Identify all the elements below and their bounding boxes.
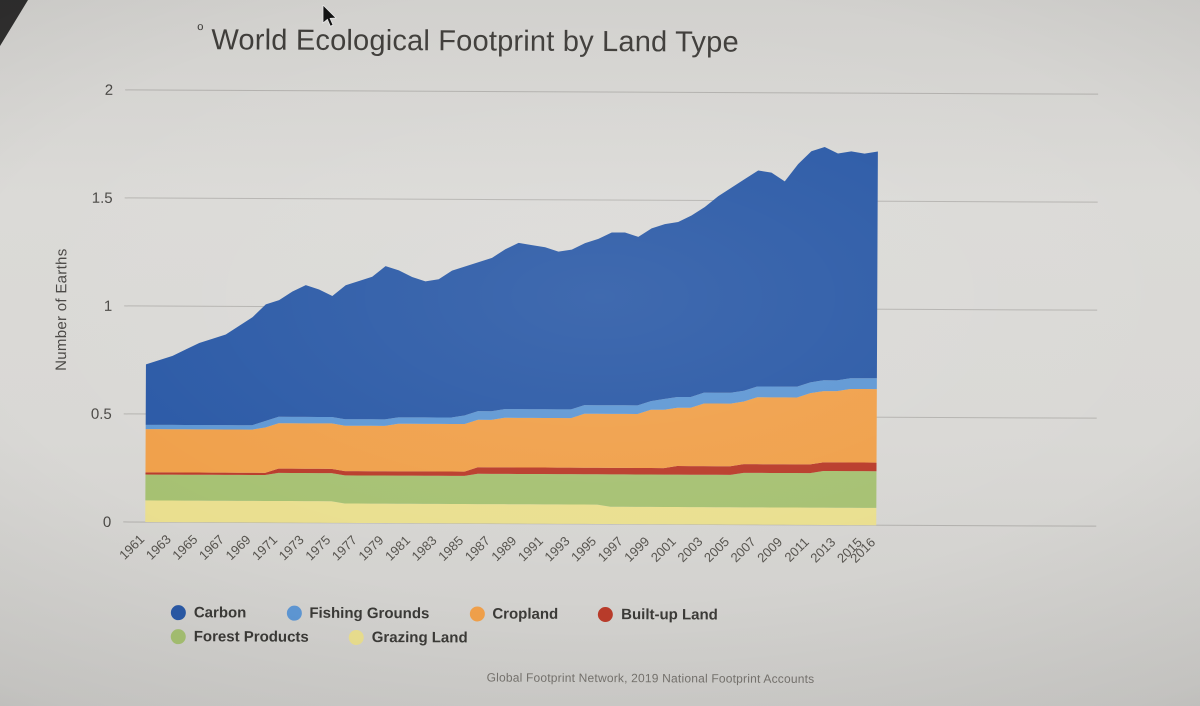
- legend-label: Forest Products: [193, 628, 309, 646]
- svg-text:1965: 1965: [169, 532, 200, 563]
- chart-legend: Carbon Fishing Grounds Cropland Built-up La…: [170, 604, 718, 647]
- legend-color-dot: [170, 629, 186, 645]
- legend-row: Forest Products Grazing Land: [170, 628, 718, 647]
- svg-text:1991: 1991: [515, 533, 546, 564]
- legend-label: Carbon: [193, 604, 247, 622]
- legend-item-cropland: Cropland: [469, 605, 559, 623]
- svg-text:1999: 1999: [621, 534, 652, 565]
- svg-text:1: 1: [104, 298, 112, 315]
- y-axis-tick-labels: 0 0.5 1 1.5 2: [91, 82, 113, 531]
- legend-label: Cropland: [492, 605, 559, 623]
- legend-color-dot: [286, 605, 302, 621]
- svg-text:1989: 1989: [488, 533, 519, 564]
- legend-item-carbon: Carbon: [170, 604, 247, 622]
- area-carbon: [145, 146, 878, 426]
- svg-text:2009: 2009: [754, 534, 785, 565]
- svg-text:1979: 1979: [355, 533, 386, 564]
- svg-text:1987: 1987: [462, 533, 493, 564]
- svg-text:2003: 2003: [674, 534, 705, 565]
- svg-text:0: 0: [103, 514, 111, 531]
- legend-label: Built-up Land: [621, 606, 718, 624]
- svg-text:2007: 2007: [728, 534, 759, 565]
- svg-text:1981: 1981: [382, 533, 413, 564]
- legend-item-built-up-land: Built-up Land: [598, 606, 718, 624]
- svg-text:1969: 1969: [223, 532, 254, 563]
- area-grazing-land: [145, 500, 877, 526]
- svg-text:1.5: 1.5: [92, 190, 113, 207]
- legend-color-dot: [170, 605, 186, 621]
- svg-text:1961: 1961: [116, 531, 147, 562]
- svg-text:1973: 1973: [276, 532, 307, 563]
- svg-text:1971: 1971: [249, 532, 280, 563]
- svg-text:1997: 1997: [595, 534, 626, 565]
- svg-text:1983: 1983: [409, 533, 440, 564]
- legend-color-dot: [469, 606, 485, 622]
- svg-text:2011: 2011: [781, 534, 811, 564]
- legend-color-dot: [348, 629, 364, 645]
- legend-color-dot: [598, 606, 614, 623]
- area-forest-products: [145, 470, 877, 508]
- legend-label: Fishing Grounds: [309, 604, 430, 623]
- legend-item-forest-products: Forest Products: [170, 628, 309, 646]
- svg-text:1977: 1977: [329, 532, 360, 563]
- svg-text:2005: 2005: [701, 534, 732, 565]
- legend-item-fishing-grounds: Fishing Grounds: [286, 604, 430, 623]
- source-attribution: Global Footprint Network, 2019 National …: [486, 670, 815, 686]
- legend-item-grazing-land: Grazing Land: [348, 629, 468, 647]
- svg-text:2013: 2013: [807, 535, 838, 566]
- area-built-up-land: [145, 462, 877, 476]
- svg-text:1975: 1975: [302, 532, 333, 563]
- svg-text:1967: 1967: [196, 532, 227, 563]
- svg-text:2001: 2001: [648, 534, 679, 565]
- legend-label: Grazing Land: [371, 629, 468, 647]
- mouse-cursor-icon: [322, 4, 338, 34]
- svg-text:1993: 1993: [541, 533, 572, 564]
- svg-text:2: 2: [105, 82, 113, 99]
- svg-text:1963: 1963: [143, 532, 174, 563]
- area-cropland: [145, 388, 877, 473]
- x-axis-tick-labels: 1961196319651967196919711973197519771979…: [116, 531, 878, 565]
- svg-text:0.5: 0.5: [91, 406, 112, 423]
- svg-text:1995: 1995: [568, 533, 599, 564]
- svg-text:1985: 1985: [435, 533, 466, 564]
- legend-row: Carbon Fishing Grounds Cropland Built-up La…: [170, 604, 718, 624]
